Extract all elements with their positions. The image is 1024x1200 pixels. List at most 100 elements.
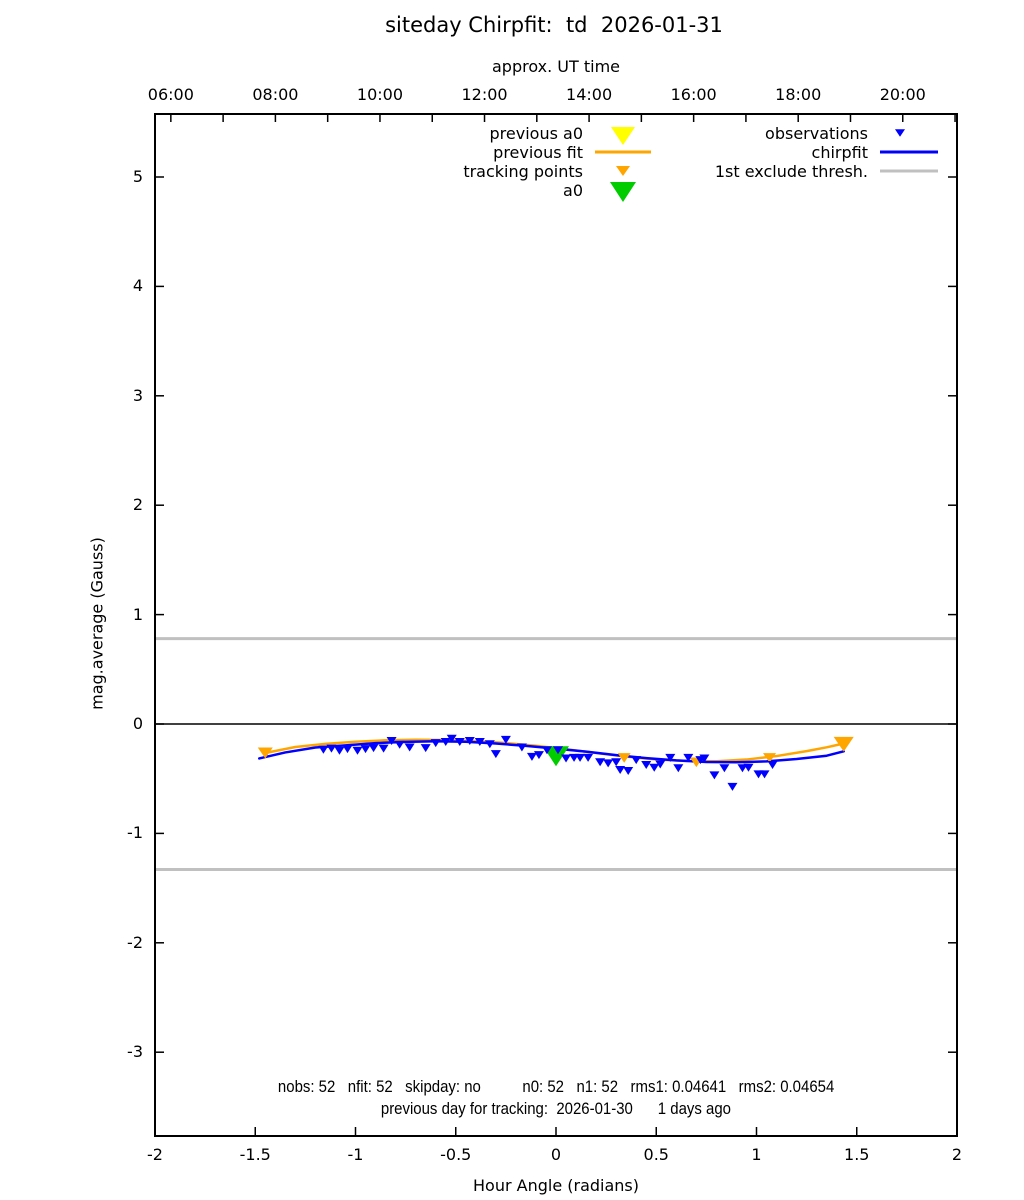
legend-tracking-points-icon	[616, 166, 630, 176]
observation-marker	[420, 744, 431, 753]
x2-tick-label: 10:00	[356, 85, 403, 104]
y-tick-label: 0	[132, 714, 143, 733]
observation-marker	[561, 754, 572, 763]
observation-marker	[641, 761, 652, 770]
legend-a0-icon	[610, 182, 636, 202]
legend-label-observations: observations	[765, 124, 868, 143]
x2-tick-label: 08:00	[252, 85, 299, 104]
x-tick-label: 1	[751, 1145, 762, 1164]
observation-marker	[631, 756, 642, 765]
stats-line-2: previous day for tracking: 2026-01-30 1 …	[44, 1099, 1024, 1119]
x2-tick-label: 16:00	[670, 85, 717, 104]
tracking-point-marker	[617, 753, 631, 763]
observation-marker	[673, 764, 684, 773]
observation-marker	[318, 745, 329, 754]
stats-line-1: nobs: 52 nfit: 52 skipday: no n0: 52 n1:…	[44, 1077, 1024, 1097]
observation-marker	[378, 744, 389, 753]
observation-marker	[516, 743, 527, 752]
observation-marker	[533, 751, 544, 760]
observation-marker	[623, 767, 634, 776]
observation-marker	[430, 739, 441, 748]
legend-label-previous-fit: previous fit	[493, 143, 583, 162]
observation-marker	[386, 736, 397, 745]
x-tick-label: -1	[347, 1145, 364, 1164]
y-tick-label: 1	[132, 604, 143, 624]
observation-marker	[615, 765, 626, 774]
y-tick-label: 2	[132, 495, 143, 515]
tracking-point-marker	[257, 747, 273, 759]
observation-marker	[583, 753, 594, 762]
observation-marker	[342, 745, 353, 754]
top-axis-title: approx. UT time	[492, 57, 620, 76]
observation-marker	[699, 754, 710, 763]
chart-title: siteday Chirpfit: td 2026-01-31	[385, 13, 723, 37]
observation-marker	[595, 758, 606, 767]
observation-marker	[743, 763, 754, 772]
observation-marker	[553, 746, 564, 755]
x2-tick-label: 12:00	[461, 85, 508, 104]
legend-previous-a0-icon	[611, 127, 635, 145]
x2-tick-label: 18:00	[775, 85, 822, 104]
observation-marker	[352, 746, 363, 755]
x2-tick-label: 06:00	[147, 85, 194, 104]
x-tick-label: 0	[550, 1145, 562, 1164]
observation-marker	[655, 760, 666, 769]
observation-marker	[683, 753, 694, 762]
x-tick-label: -1.5	[239, 1145, 271, 1164]
legend-observations-icon	[895, 129, 905, 137]
y-tick-label: 4	[132, 276, 143, 296]
observation-marker	[665, 753, 676, 762]
observation-marker	[526, 752, 537, 761]
y-tick-label: -3	[127, 1042, 143, 1062]
observation-marker	[649, 763, 660, 772]
observation-marker	[404, 743, 415, 752]
stats-line-1-text: nobs: 52 nfit: 52 skipday: no n0: 52 n1:…	[277, 1077, 835, 1096]
observation-marker	[360, 745, 371, 754]
observation-marker	[334, 746, 345, 755]
observation-marker	[759, 770, 770, 779]
x-tick-label: 2	[951, 1145, 963, 1164]
observation-marker	[727, 782, 738, 791]
observation-marker	[611, 758, 622, 767]
legend-label-previous-a0: previous a0	[489, 124, 583, 143]
observation-marker	[767, 761, 778, 770]
x-tick-label: -0.5	[440, 1145, 472, 1164]
x-tick-label: 0.5	[643, 1145, 669, 1164]
observation-marker	[603, 759, 614, 768]
observation-marker	[500, 735, 511, 744]
x2-tick-label: 20:00	[879, 85, 926, 104]
observation-marker	[440, 738, 451, 747]
observation-marker	[446, 734, 457, 743]
legend-label-a0: a0	[563, 181, 583, 200]
legend-label-tracking-points: tracking points	[463, 162, 583, 181]
x-axis-title: Hour Angle (radians)	[473, 1176, 639, 1195]
observation-marker	[737, 764, 748, 773]
a0-marker	[543, 746, 569, 767]
observation-marker	[454, 738, 465, 747]
observation-marker	[368, 744, 379, 753]
y-tick-label: 3	[132, 385, 143, 405]
observation-marker	[326, 744, 337, 753]
stats-line-2-text: previous day for tracking: 2026-01-30 1 …	[380, 1099, 732, 1118]
observation-marker	[541, 746, 552, 755]
legend-label-chirpfit: chirpfit	[811, 143, 868, 162]
observation-marker	[575, 753, 586, 762]
y-tick-label: -1	[127, 823, 143, 843]
tracking-point-marker	[763, 753, 777, 763]
legend-label-exclude-thresh: 1st exclude thresh.	[714, 162, 868, 181]
tracking-point-marker	[833, 736, 854, 752]
observation-marker	[484, 740, 495, 749]
observation-marker	[464, 736, 475, 745]
y-tick-label: 5	[132, 167, 143, 186]
observation-marker	[394, 740, 405, 749]
observation-marker	[474, 738, 485, 747]
y-tick-label: -2	[127, 932, 143, 952]
x-tick-label: -2	[147, 1145, 163, 1164]
observation-marker	[719, 764, 730, 773]
observation-marker	[490, 750, 501, 759]
plot-border	[154, 113, 958, 1137]
x2-tick-label: 14:00	[566, 85, 613, 104]
observation-marker	[709, 771, 720, 780]
